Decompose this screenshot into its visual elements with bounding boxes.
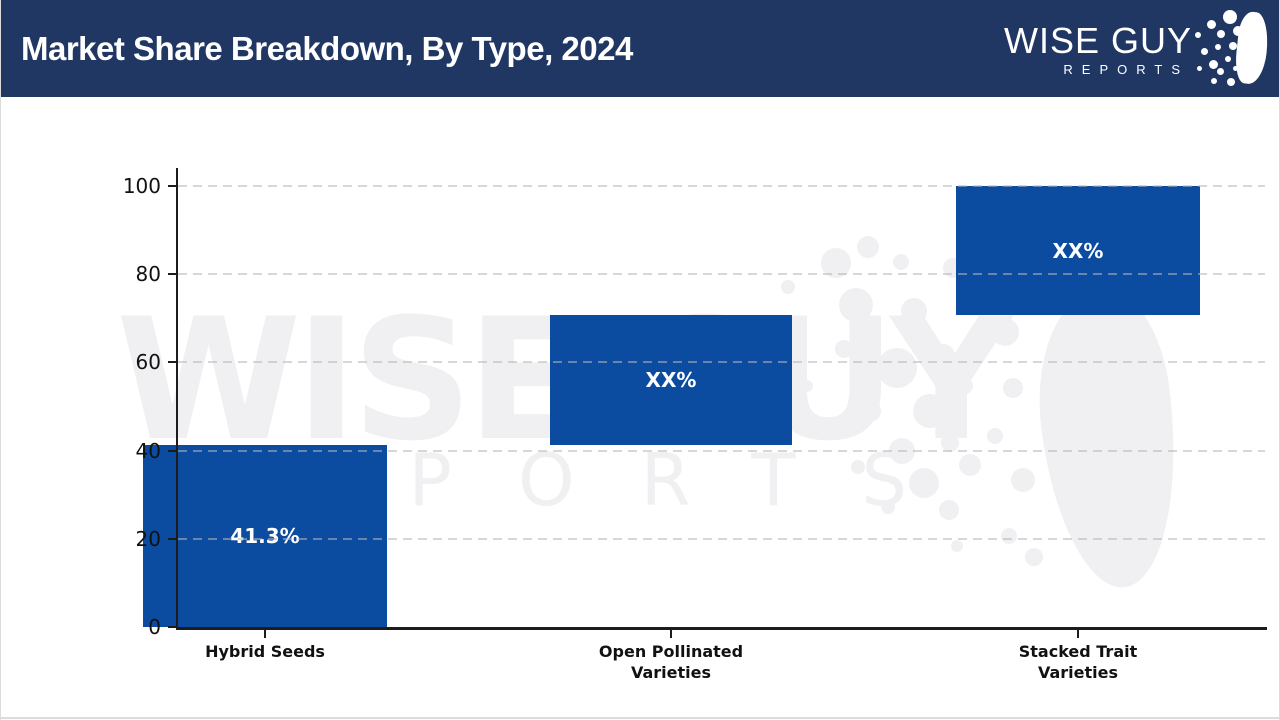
gridline	[178, 361, 1265, 363]
y-tick-label: 60	[135, 350, 161, 374]
category-label-open-pollinated-varieties: Open Pollinated Varieties	[598, 642, 744, 682]
category-label-hybrid-seeds: Hybrid Seeds	[205, 642, 325, 661]
gridline	[178, 273, 1265, 275]
wiseguy-reports-logo: WISE GUY REPORTS	[1004, 0, 1271, 97]
x-axis-line	[176, 627, 1267, 630]
y-tick-label: 80	[135, 262, 161, 286]
chart-title: Market Share Breakdown, By Type, 2024	[21, 29, 633, 67]
logo-wordmark: WISE GUY	[1003, 20, 1192, 61]
y-tick	[168, 273, 177, 275]
y-tick-label: 100	[122, 174, 161, 198]
bar-value-label: XX%	[1052, 238, 1104, 263]
bottom-border	[1, 717, 1279, 719]
bar-value-label: XX%	[645, 368, 697, 392]
gridline	[178, 185, 1265, 187]
category-label-stacked-trait-varieties: Stacked Trait Varieties	[1018, 642, 1138, 682]
logo-face-icon	[1189, 6, 1271, 92]
header-banner: Market Share Breakdown, By Type, 2024 WI…	[1, 0, 1279, 97]
y-tick-label: 20	[135, 527, 161, 551]
y-tick	[168, 626, 177, 628]
bar-hybrid-seeds: 41.3%	[143, 445, 387, 627]
bar-open-pollinated-varieties: XX%	[550, 315, 792, 445]
bar-value-label: 41.3%	[230, 524, 300, 548]
y-tick	[168, 185, 177, 187]
x-tick	[1077, 630, 1079, 638]
gridline	[178, 538, 1265, 540]
x-tick	[670, 630, 672, 638]
y-tick-label: 0	[148, 615, 161, 639]
y-tick	[168, 538, 177, 540]
gridline	[178, 450, 1265, 452]
logo-subtext: REPORTS	[1063, 62, 1189, 77]
y-tick	[168, 450, 177, 452]
x-tick	[264, 630, 266, 638]
y-axis-line	[176, 168, 178, 629]
bar-stacked-trait-varieties: XX%	[956, 186, 1200, 315]
y-tick-label: 40	[135, 439, 161, 463]
y-tick	[168, 361, 177, 363]
